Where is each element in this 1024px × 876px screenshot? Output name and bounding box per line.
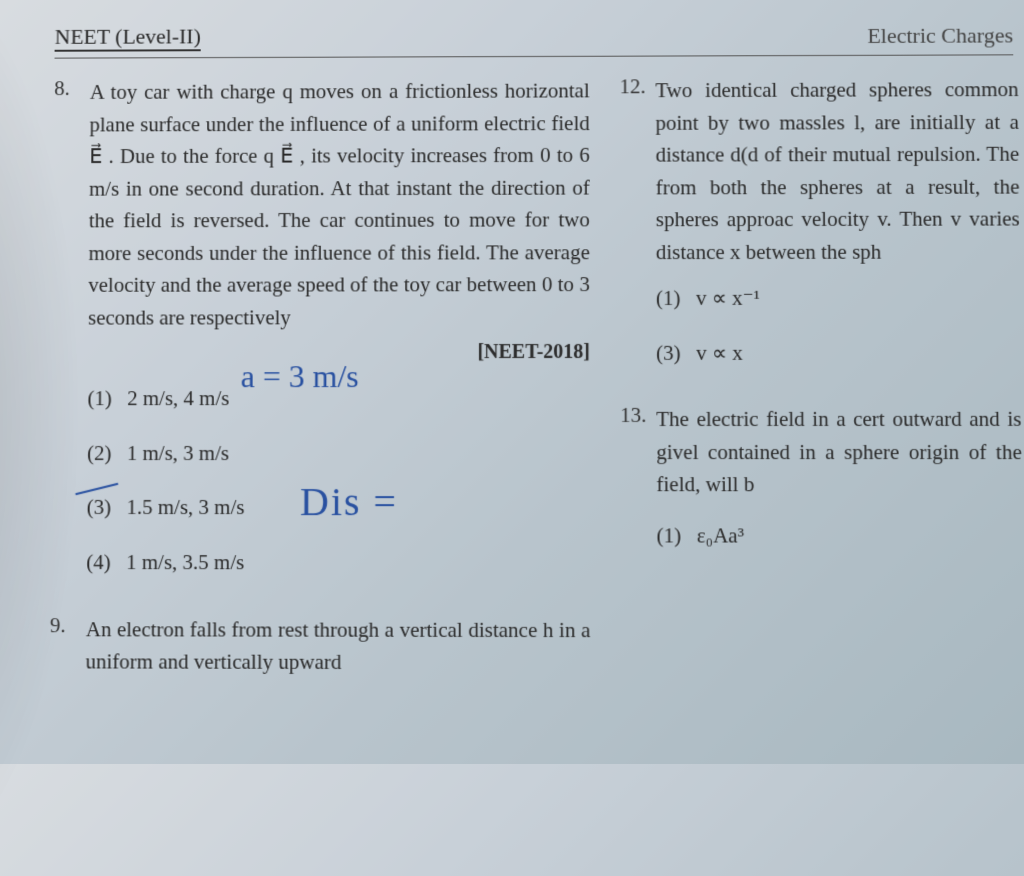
- option-num: (1): [656, 282, 696, 315]
- option-text: ε₀Aa³: [697, 519, 1023, 552]
- header-row: NEET (Level-II) Electric Charges: [55, 21, 1024, 52]
- chapter-label: Electric Charges: [867, 23, 1013, 49]
- question-body: Two identical charged spheres common poi…: [655, 73, 1021, 391]
- question-13: 13. The electric field in a cert outward…: [620, 403, 1023, 574]
- page-content: NEET (Level-II) Electric Charges 8. A to…: [0, 1, 1024, 768]
- option-3: (3) v ∝ x: [656, 336, 1021, 369]
- question-number: 13.: [620, 403, 657, 574]
- question-text: Two identical charged spheres common poi…: [655, 77, 1019, 264]
- question-number: 12.: [620, 74, 657, 391]
- question-number: 8.: [50, 76, 90, 600]
- option-num: (1): [657, 519, 697, 552]
- question-reference: [NEET-2018]: [88, 337, 590, 368]
- question-body: An electron falls from rest through a ve…: [85, 613, 590, 679]
- content-columns: 8. A toy car with charge q moves on a fr…: [49, 73, 1024, 692]
- option-text: 1 m/s, 3 m/s: [127, 437, 590, 470]
- option-num: (1): [87, 383, 127, 415]
- option-num: (3): [87, 491, 127, 524]
- question-body: The electric field in a cert outward and…: [656, 403, 1023, 574]
- right-column: 12. Two identical charged spheres common…: [620, 73, 1024, 692]
- options-list: (1) ε₀Aa³: [657, 519, 1023, 552]
- option-3: (3) 1.5 m/s, 3 m/s: [87, 491, 591, 524]
- question-body: A toy car with charge q moves on a frict…: [86, 75, 590, 602]
- question-text: A toy car with charge q moves on a frict…: [88, 79, 590, 330]
- option-text: 1 m/s, 3.5 m/s: [126, 546, 590, 579]
- section-label: NEET (Level-II): [55, 24, 201, 52]
- question-8: 8. A toy car with charge q moves on a fr…: [50, 75, 590, 602]
- option-1: (1) ε₀Aa³: [657, 519, 1023, 552]
- option-num: (3): [656, 337, 696, 370]
- left-column: 8. A toy car with charge q moves on a fr…: [49, 75, 590, 692]
- question-number: 9.: [50, 613, 86, 678]
- question-9: 9. An electron falls from rest through a…: [50, 613, 591, 679]
- question-12: 12. Two identical charged spheres common…: [620, 73, 1022, 391]
- option-text: v ∝ x⁻¹: [696, 282, 1021, 315]
- options-list: (1) 2 m/s, 4 m/s (2) 1 m/s, 3 m/s (3) 1.…: [86, 382, 590, 579]
- header-divider: [55, 54, 1014, 58]
- option-text: 1.5 m/s, 3 m/s: [126, 491, 590, 524]
- option-text: 2 m/s, 4 m/s: [127, 382, 590, 415]
- option-1: (1) 2 m/s, 4 m/s: [87, 382, 590, 415]
- option-num: (4): [86, 546, 126, 579]
- option-1: (1) v ∝ x⁻¹: [656, 282, 1021, 315]
- options-list: (1) v ∝ x⁻¹ (3) v ∝ x: [656, 282, 1021, 370]
- question-text: The electric field in a cert outward and…: [656, 407, 1022, 497]
- option-num: (2): [87, 437, 127, 469]
- option-text: v ∝ x: [696, 336, 1021, 369]
- option-2: (2) 1 m/s, 3 m/s: [87, 437, 590, 470]
- option-4: (4) 1 m/s, 3.5 m/s: [86, 546, 590, 579]
